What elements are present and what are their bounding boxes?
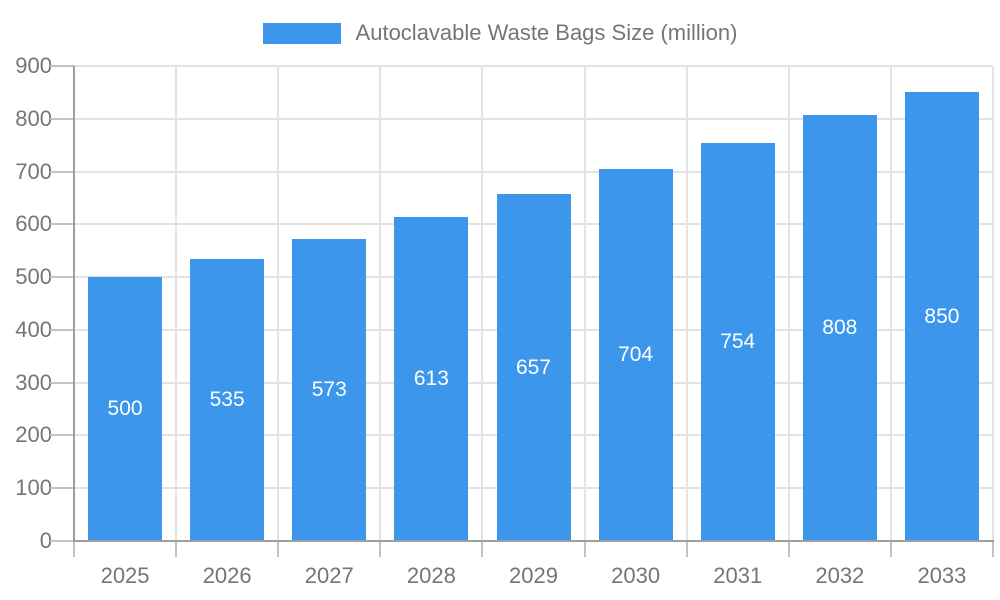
bar[interactable]: 657 — [496, 194, 571, 541]
v-gridline — [481, 66, 484, 541]
v-gridline — [379, 66, 382, 541]
y-axis-tick — [50, 170, 74, 173]
y-axis-tick — [50, 328, 74, 331]
x-axis-tick — [889, 542, 892, 557]
bar[interactable]: 535 — [190, 258, 265, 541]
y-axis-tick — [50, 487, 74, 490]
x-axis-category-label: 2028 — [406, 563, 456, 588]
bar-value-label: 613 — [413, 367, 449, 391]
x-axis-category-label: 2031 — [713, 563, 763, 588]
y-axis-tick — [50, 65, 74, 67]
y-axis-tick — [50, 381, 74, 384]
h-gridline — [74, 170, 993, 173]
x-axis-tick — [73, 542, 75, 557]
x-axis-tick — [277, 542, 280, 557]
x-axis-category-label: 2026 — [202, 563, 252, 588]
x-axis-tick — [481, 542, 484, 557]
legend-swatch — [262, 22, 341, 44]
bar[interactable]: 850 — [904, 92, 979, 541]
x-axis-category-label: 2027 — [304, 563, 354, 588]
bar[interactable]: 573 — [292, 238, 367, 541]
x-axis-line — [73, 540, 994, 542]
x-axis-tick — [787, 542, 790, 557]
bar[interactable]: 500 — [88, 277, 163, 541]
y-axis-tick-label: 0 — [39, 528, 52, 553]
y-axis-tick-label: 400 — [15, 316, 52, 342]
v-gridline — [583, 66, 586, 541]
y-axis-tick — [50, 276, 74, 279]
y-axis-tick-label: 500 — [15, 264, 52, 290]
bar-value-label: 573 — [311, 377, 347, 401]
h-gridline — [74, 117, 993, 120]
bar-value-label: 808 — [822, 315, 858, 339]
y-axis-tick-label: 600 — [15, 211, 52, 237]
v-gridline — [175, 66, 178, 541]
bar-value-label: 850 — [924, 304, 960, 328]
bar-value-label: 704 — [618, 343, 654, 367]
y-axis-tick-label: 900 — [15, 53, 52, 78]
y-axis-tick-label: 100 — [15, 475, 52, 501]
bar[interactable]: 613 — [394, 217, 469, 541]
v-gridline — [787, 66, 790, 541]
x-axis-tick — [583, 542, 586, 557]
x-axis-tick — [992, 542, 994, 557]
y-axis-tick-label: 300 — [15, 369, 52, 395]
plot-area: 500 535 573 613 657 704 754 808 850 — [50, 65, 994, 557]
bar-value-label: 535 — [209, 387, 245, 411]
bar-value-label: 754 — [720, 330, 756, 354]
bar[interactable]: 754 — [700, 143, 775, 541]
y-axis-tick-label: 800 — [15, 105, 52, 131]
x-axis-tick — [175, 542, 178, 557]
y-axis-line — [73, 66, 75, 541]
y-axis-tick-label: 700 — [15, 158, 52, 184]
v-gridline — [685, 66, 688, 541]
x-axis-category-label: 2025 — [100, 563, 150, 588]
x-axis-category-label: 2033 — [917, 563, 967, 588]
x-axis-category-label: 2029 — [509, 563, 558, 588]
y-axis-tick — [50, 117, 74, 120]
v-gridline — [992, 66, 994, 541]
x-axis-tick — [685, 542, 688, 557]
bar-value-label: 500 — [107, 397, 143, 421]
v-gridline — [277, 66, 280, 541]
x-axis-category-label: 2030 — [611, 563, 661, 588]
legend[interactable]: Autoclavable Waste Bags Size (million) — [0, 20, 1000, 46]
bar-value-label: 657 — [515, 355, 552, 379]
y-axis-tick — [50, 434, 74, 437]
x-axis-tick — [379, 542, 382, 557]
bar[interactable]: 704 — [598, 169, 673, 541]
bar[interactable]: 808 — [802, 114, 877, 541]
v-gridline — [889, 66, 892, 541]
y-axis-tick — [50, 540, 74, 542]
x-axis-category-label: 2032 — [815, 563, 865, 588]
y-axis-tick — [50, 223, 74, 226]
legend-label: Autoclavable Waste Bags Size (million) — [355, 20, 738, 45]
y-axis-tick-label: 200 — [15, 422, 52, 448]
h-gridline — [74, 65, 993, 67]
